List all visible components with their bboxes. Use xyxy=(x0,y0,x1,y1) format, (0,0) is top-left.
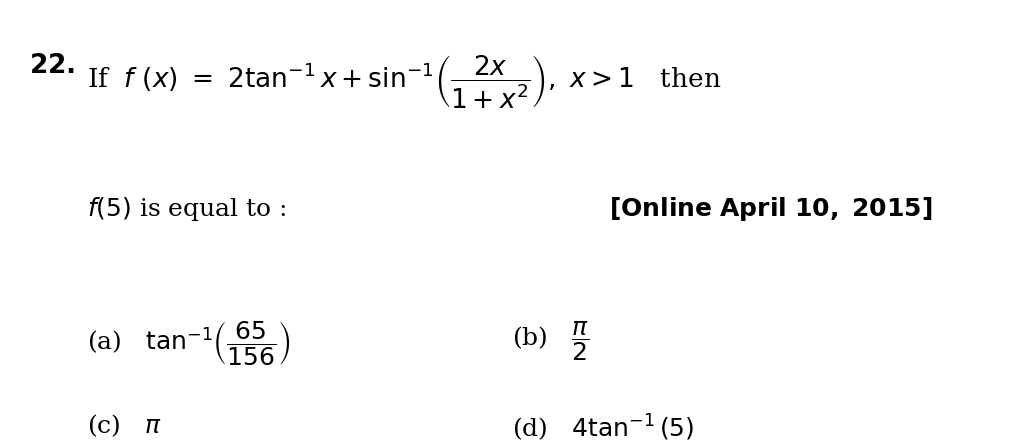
Text: (c)   $\pi$: (c) $\pi$ xyxy=(87,412,162,439)
Text: (d)   $4\tan^{-1}(5)$: (d) $4\tan^{-1}(5)$ xyxy=(512,412,694,443)
Text: $\mathbf{22.}$: $\mathbf{22.}$ xyxy=(29,53,75,78)
Text: $f(5)$ is equal to :: $f(5)$ is equal to : xyxy=(87,195,287,223)
Text: (b)   $\dfrac{\pi}{2}$: (b) $\dfrac{\pi}{2}$ xyxy=(512,319,589,363)
Text: If  $f\ (x)\ =\ 2\tan^{-1}x + \sin^{-1}\!\left(\dfrac{2x}{1+x^2}\right),\ x > 1$: If $f\ (x)\ =\ 2\tan^{-1}x + \sin^{-1}\!… xyxy=(87,53,721,110)
Text: $\mathbf{[Online\ April\ 10,\ 2015]}$: $\mathbf{[Online\ April\ 10,\ 2015]}$ xyxy=(609,195,933,223)
Text: (a)   $\tan^{-1}\!\left(\dfrac{65}{156}\right)$: (a) $\tan^{-1}\!\left(\dfrac{65}{156}\ri… xyxy=(87,319,291,367)
